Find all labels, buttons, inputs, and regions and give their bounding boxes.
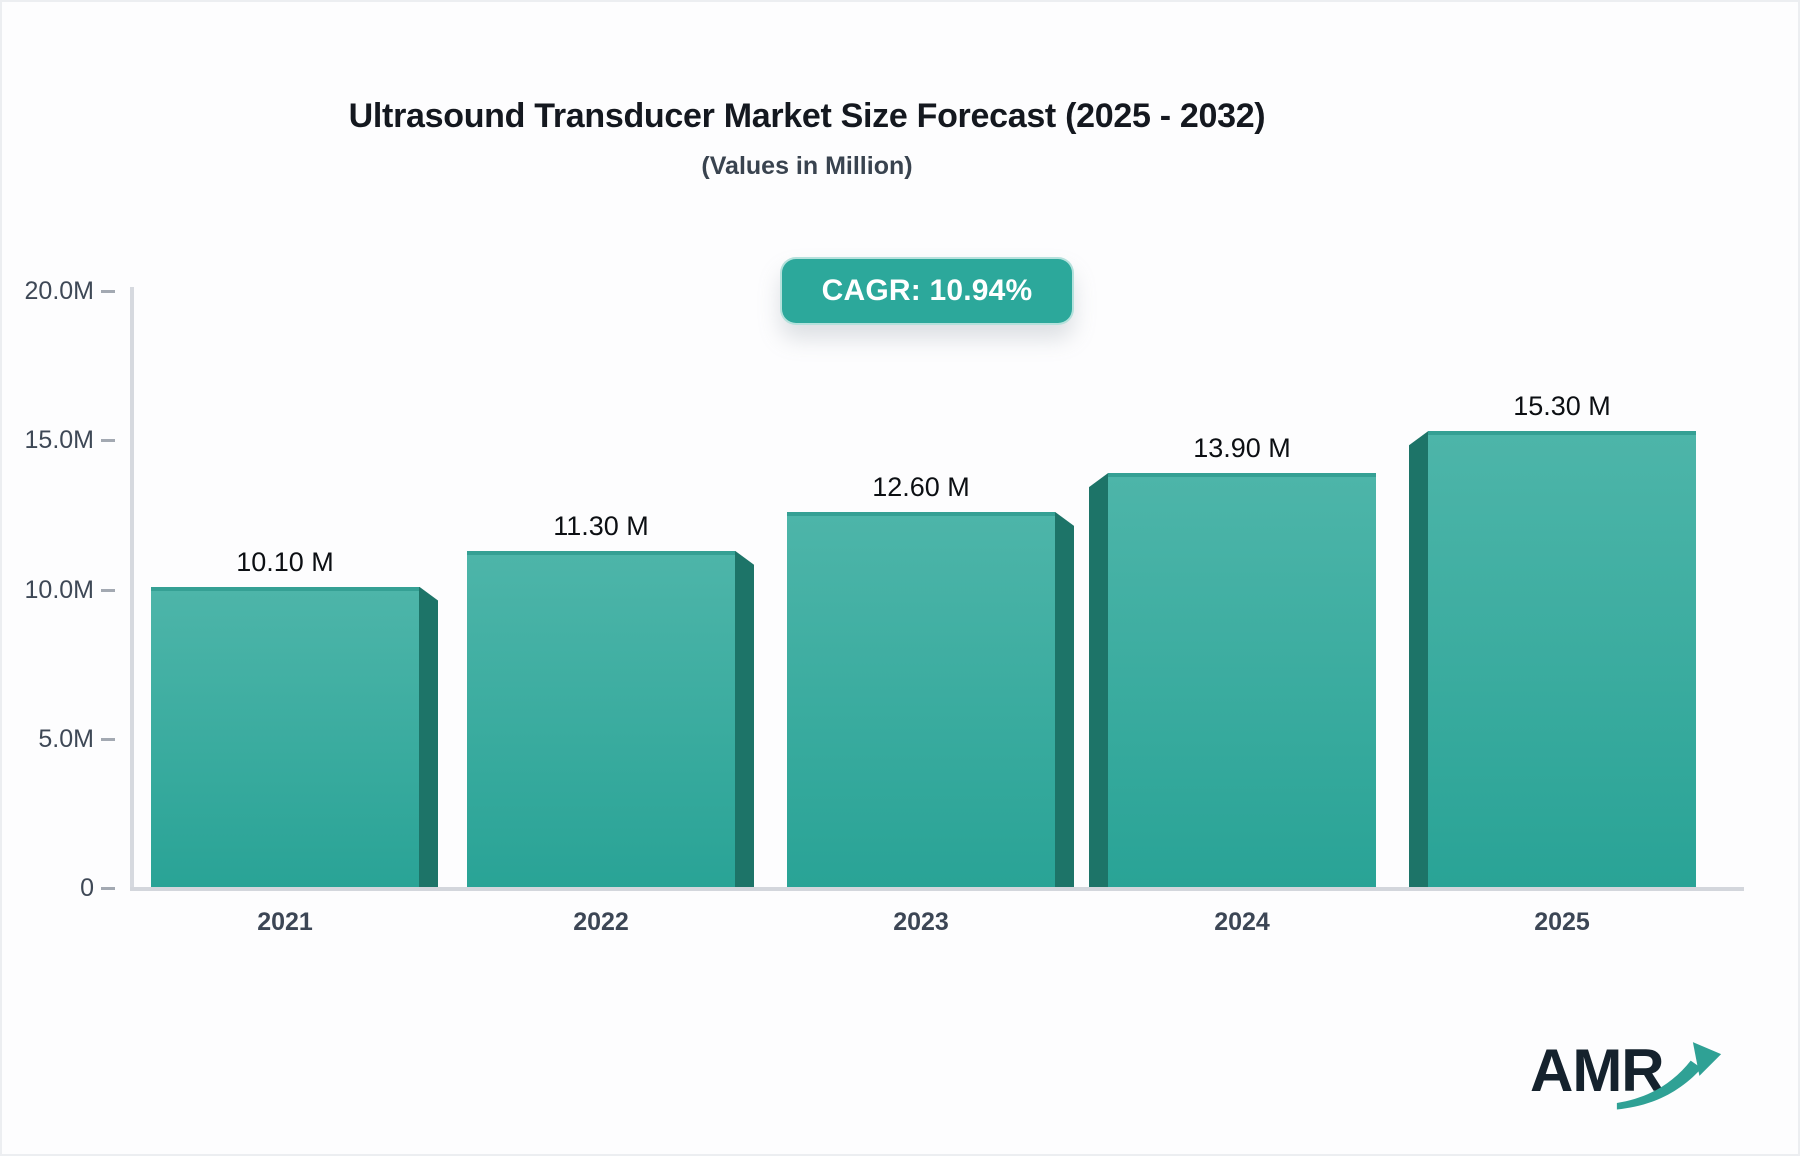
amr-logo: AMR <box>1522 1032 1742 1122</box>
y-tick-dash <box>101 887 115 890</box>
bar-value-label-2025: 15.30 M <box>1513 391 1611 422</box>
y-tick-label: 20.0M <box>24 277 94 305</box>
bar-2021 <box>151 586 419 888</box>
bar-value-label-2023: 12.60 M <box>872 471 970 502</box>
y-tick-label: 10.0M <box>24 575 94 604</box>
x-tick-label-2024: 2024 <box>1214 908 1270 936</box>
growth-arrow-icon <box>1616 1042 1722 1110</box>
bar-side-face-2024 <box>1089 473 1108 888</box>
y-tick-dash <box>101 290 115 293</box>
bar-2023 <box>787 511 1055 888</box>
x-tick-label-2023: 2023 <box>893 908 949 936</box>
amr-logo-text: AMR <box>1530 1037 1665 1104</box>
y-tick-label: 5.0M <box>38 724 94 753</box>
bar-side-face-2025 <box>1409 431 1428 888</box>
chart-header: Ultrasound Transducer Market Size Foreca… <box>2 97 1612 181</box>
bar-side-face-2022 <box>735 550 754 888</box>
x-tick-label-2022: 2022 <box>573 908 629 936</box>
bar-value-label-2024: 13.90 M <box>1193 433 1291 464</box>
y-tick-label: 0 <box>80 874 94 902</box>
x-tick-label-2021: 2021 <box>257 908 313 936</box>
bar-side-face-2023 <box>1055 511 1074 888</box>
y-tick-label: 15.0M <box>24 426 94 455</box>
y-tick-dash <box>101 588 115 592</box>
y-tick-dash <box>101 737 115 741</box>
x-tick-label-2025: 2025 <box>1534 908 1590 936</box>
bar-value-label-2022: 11.30 M <box>553 510 649 541</box>
y-tick-dash <box>101 439 115 443</box>
y-axis-line <box>130 287 134 891</box>
bar-value-label-2021: 10.10 M <box>236 546 334 577</box>
cagr-badge: CAGR: 10.94% <box>780 257 1074 325</box>
bar-2022 <box>467 550 735 888</box>
chart-title: Ultrasound Transducer Market Size Foreca… <box>348 97 1266 135</box>
bar-2025 <box>1428 431 1696 888</box>
bar-side-face-2021 <box>419 586 438 888</box>
cagr-badge-label: CAGR: 10.94% <box>821 274 1033 307</box>
bar-2024 <box>1108 473 1376 888</box>
chart-subtitle: (Values in Million) <box>701 152 913 180</box>
x-axis-line <box>130 887 1744 891</box>
